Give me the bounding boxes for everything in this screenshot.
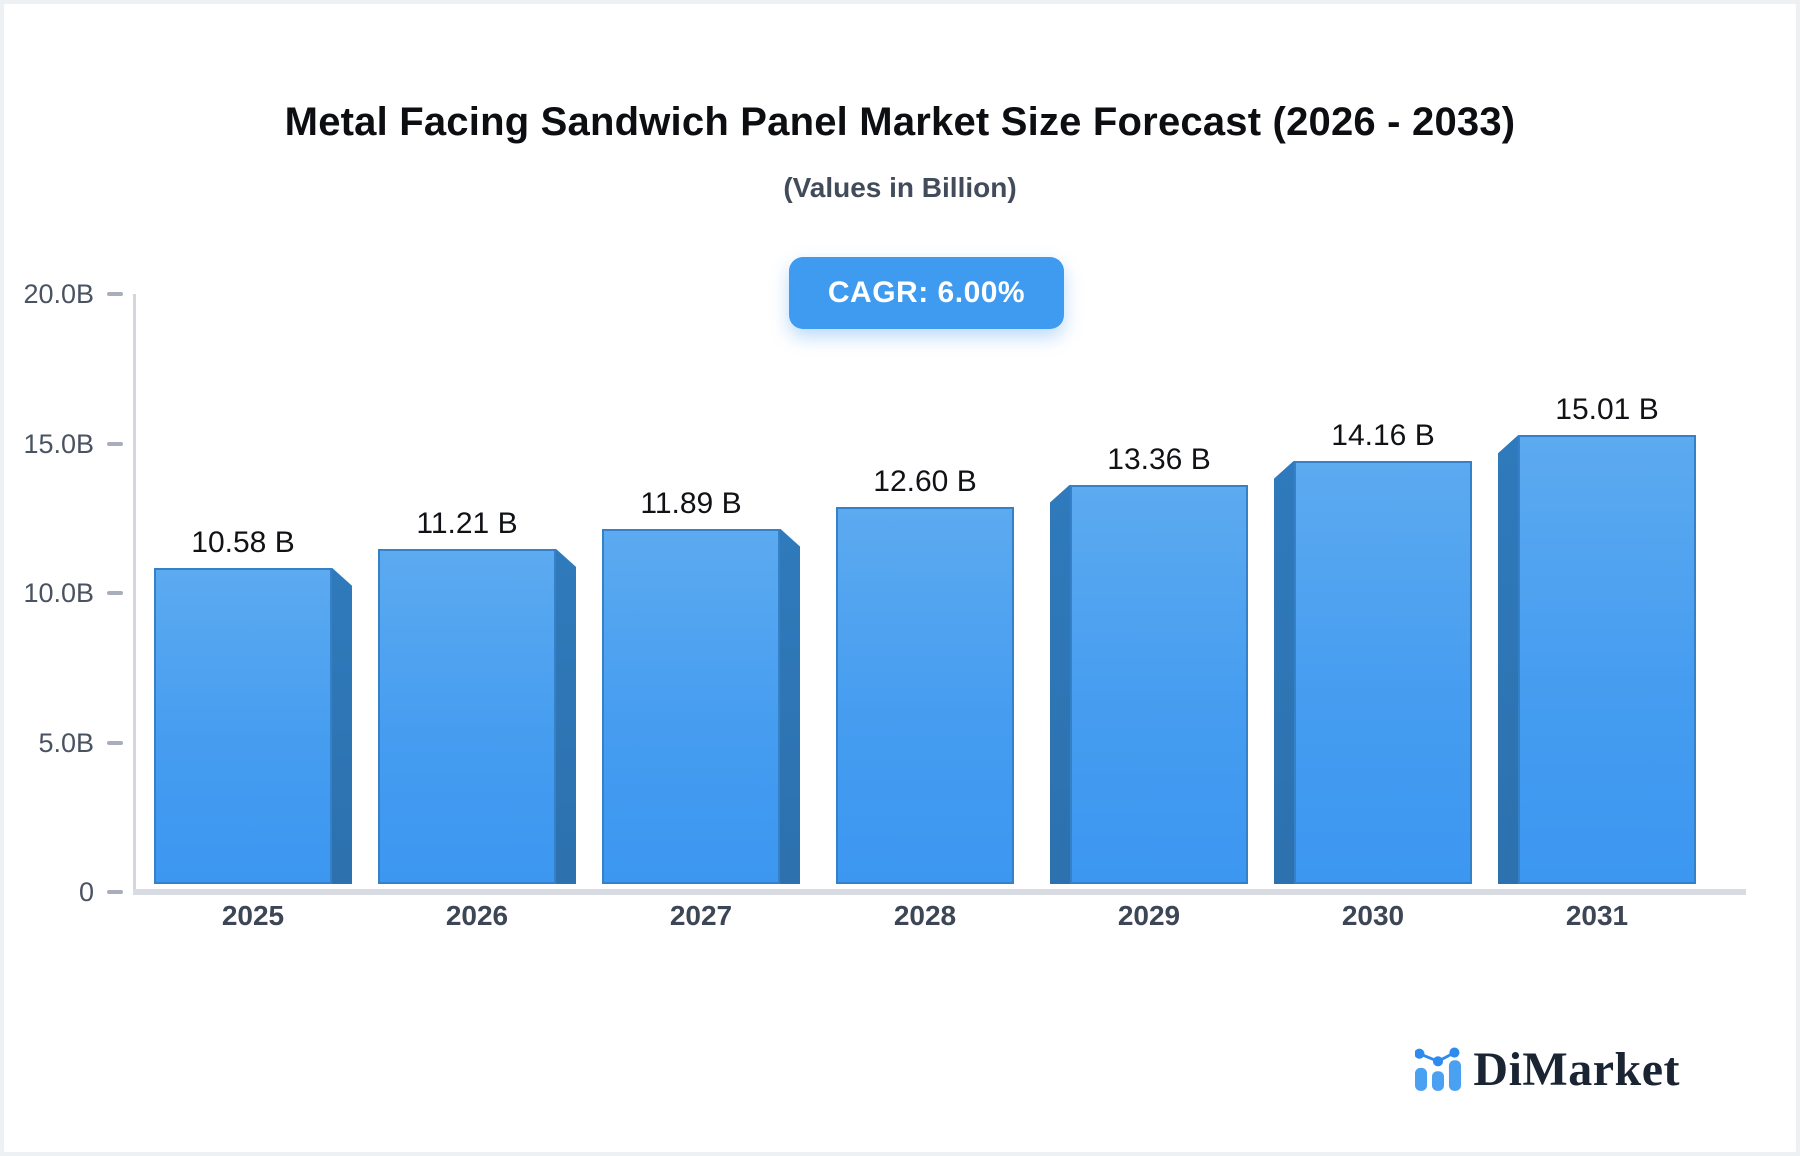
bar-2026: 11.21 B xyxy=(378,507,576,884)
x-tick-label: 2029 xyxy=(1117,900,1181,931)
brand-chart-icon xyxy=(1414,1047,1462,1096)
y-tick-label: 5.0B xyxy=(38,727,94,758)
bar-face xyxy=(154,567,332,884)
bar-face xyxy=(1294,460,1472,884)
y-tick-mark xyxy=(107,890,123,894)
bar-2029: 13.36 B xyxy=(1050,443,1248,884)
bar-3d-side xyxy=(1498,435,1518,884)
bar-slot-2027: 11.89 B 2027 xyxy=(589,286,813,931)
x-tick-label: 2031 xyxy=(1565,900,1629,931)
bar-face xyxy=(836,507,1014,884)
brand-logo: DiMarket xyxy=(1414,1043,1680,1096)
y-tick-label: 10.0B xyxy=(23,578,94,608)
brand-name: DiMarket xyxy=(1473,1043,1680,1096)
bar-face xyxy=(1518,435,1696,884)
cagr-badge: CAGR: 6.00% xyxy=(789,257,1064,329)
bar-face xyxy=(1070,484,1248,884)
bar-3d-side xyxy=(556,548,576,884)
bar-slot-2031: 15.01 B 2031 xyxy=(1485,286,1709,931)
y-tick-mark xyxy=(107,292,123,296)
bar-2030: 14.16 B xyxy=(1274,419,1472,884)
x-tick-label: 2028 xyxy=(893,900,957,931)
chart-title: Metal Facing Sandwich Panel Market Size … xyxy=(284,100,1516,144)
cagr-badge-label: CAGR: 6.00% xyxy=(827,276,1026,309)
x-tick-label: 2026 xyxy=(445,900,509,931)
bar-value-label: 11.89 B xyxy=(640,486,742,520)
bar-value-label: 11.21 B xyxy=(416,506,518,540)
bar-value-label: 10.58 B xyxy=(191,525,295,559)
y-tick-label: 20.0B xyxy=(23,279,94,309)
chart-card: Metal Facing Sandwich Panel Market Size … xyxy=(4,4,1796,1152)
bar-2027: 11.89 B xyxy=(602,487,800,884)
bar-face xyxy=(378,548,556,884)
chart-subtitle: (Values in Billion) xyxy=(783,172,1017,203)
y-tick-label: 15.0B xyxy=(23,428,94,459)
bar-2031: 15.01 B xyxy=(1498,393,1696,884)
y-tick-mark xyxy=(107,591,123,595)
bars-row: 10.58 B 2025 11.21 B 2026 11.89 B 2027 12.60 B… xyxy=(141,286,1709,931)
bar-slot-2025: 10.58 B 2025 xyxy=(141,286,365,931)
bar-2028: 12.60 B xyxy=(836,465,1014,884)
bar-3d-side xyxy=(1050,484,1070,884)
bar-3d-side xyxy=(332,567,352,884)
bar-value-label: 12.60 B xyxy=(873,465,977,499)
bar-slot-2028: 12.60 B 2028 xyxy=(813,286,1037,931)
bar-3d-side xyxy=(780,528,800,884)
y-tick-label: 0 xyxy=(78,877,94,907)
x-tick-label: 2025 xyxy=(221,900,285,931)
bar-slot-2026: 11.21 B 2026 xyxy=(365,286,589,931)
bar-2025: 10.58 B xyxy=(154,526,352,884)
bar-value-label: 14.16 B xyxy=(1331,418,1435,452)
x-tick-label: 2027 xyxy=(669,900,733,931)
x-axis-baseline xyxy=(133,889,1746,895)
bar-slot-2029: 13.36 B 2029 xyxy=(1037,286,1261,931)
y-tick-mark xyxy=(107,740,123,745)
y-axis-line xyxy=(133,294,136,892)
bar-3d-side xyxy=(1274,460,1294,884)
bar-slot-2030: 14.16 B 2030 xyxy=(1261,286,1485,931)
bar-face xyxy=(602,528,780,884)
bar-value-label: 13.36 B xyxy=(1107,442,1211,476)
x-tick-label: 2030 xyxy=(1341,900,1405,931)
bar-value-label: 15.01 B xyxy=(1555,393,1659,427)
y-tick-mark xyxy=(107,441,123,446)
